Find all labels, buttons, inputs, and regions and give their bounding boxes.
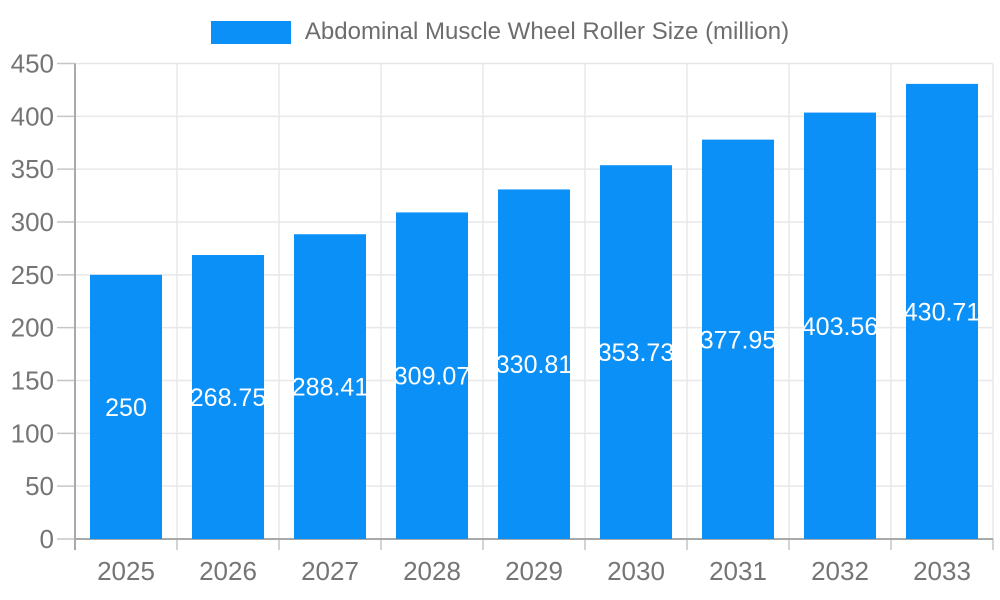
bar-value-label: 403.56 <box>802 313 878 341</box>
bar[interactable] <box>192 255 264 540</box>
x-axis-label: 2027 <box>301 556 359 586</box>
bar-value-label: 377.95 <box>700 326 776 354</box>
x-axis-label: 2025 <box>97 556 155 586</box>
x-axis-label: 2030 <box>607 556 665 586</box>
x-axis-label: 2029 <box>505 556 563 586</box>
y-axis-tick-label: 200 <box>11 313 54 343</box>
bar-value-label: 250 <box>105 394 147 422</box>
bar[interactable] <box>906 83 978 539</box>
bar-value-label: 309.07 <box>394 363 470 391</box>
x-axis-label: 2028 <box>403 556 461 586</box>
x-axis-label: 2031 <box>709 556 767 586</box>
bar[interactable] <box>396 212 468 540</box>
bar[interactable] <box>804 112 876 540</box>
bar-value-label: 288.41 <box>292 374 368 402</box>
y-axis-tick-label: 400 <box>11 101 54 131</box>
x-axis-label: 2026 <box>199 556 257 586</box>
bar[interactable] <box>498 189 570 540</box>
bar[interactable] <box>600 165 672 540</box>
bar-value-label: 353.73 <box>598 339 674 367</box>
x-axis-label: 2033 <box>913 556 971 586</box>
y-axis-tick-label: 0 <box>40 524 54 554</box>
y-axis-tick-label: 300 <box>11 207 54 237</box>
y-axis-tick-label: 450 <box>11 49 54 79</box>
bar[interactable] <box>294 234 366 539</box>
x-axis-label: 2032 <box>811 556 869 586</box>
legend-item[interactable]: Abdominal Muscle Wheel Roller Size (mill… <box>0 18 1000 46</box>
y-axis-tick-label: 50 <box>25 471 54 501</box>
y-axis-tick-label: 150 <box>11 366 54 396</box>
bar-value-label: 430.71 <box>904 298 980 326</box>
bar[interactable] <box>702 139 774 540</box>
bar-value-label: 268.75 <box>190 384 266 412</box>
y-axis-tick-label: 100 <box>11 418 54 448</box>
legend-swatch <box>210 20 291 44</box>
bar[interactable] <box>90 274 162 539</box>
bar-value-label: 330.81 <box>496 351 572 379</box>
legend-label: Abdominal Muscle Wheel Roller Size (mill… <box>304 18 790 45</box>
y-axis-tick-label: 250 <box>11 260 54 290</box>
y-axis-tick-label: 350 <box>11 154 54 184</box>
